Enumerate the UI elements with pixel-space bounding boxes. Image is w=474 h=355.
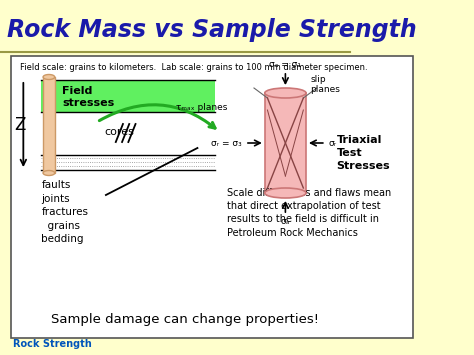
Text: τₘₐₓ planes: τₘₐₓ planes [176, 104, 227, 113]
Text: Sample damage can change properties!: Sample damage can change properties! [51, 313, 319, 326]
Bar [43, 77, 55, 173]
Text: σᵣ: σᵣ [328, 138, 337, 147]
Text: Z: Z [14, 116, 26, 134]
Text: Rock Mass vs Sample Strength: Rock Mass vs Sample Strength [7, 18, 417, 42]
Text: Triaxial
Test
Stresses: Triaxial Test Stresses [337, 135, 390, 171]
Text: Scale differences and flaws mean
that direct extrapolation of test
results to th: Scale differences and flaws mean that di… [227, 188, 392, 237]
Bar [265, 93, 306, 193]
Text: σₐ: σₐ [281, 217, 290, 226]
Text: σᵣ = σ₃: σᵣ = σ₃ [210, 138, 241, 147]
Text: faults
joints
fractures
  grains
bedding: faults joints fractures grains bedding [41, 180, 88, 244]
Text: Field scale: grains to kilometers.  Lab scale: grains to 100 mm diameter specime: Field scale: grains to kilometers. Lab s… [20, 63, 367, 72]
Text: cores: cores [104, 127, 134, 137]
Ellipse shape [265, 188, 306, 198]
Text: Field
stresses: Field stresses [62, 86, 114, 108]
Bar [41, 80, 215, 112]
Ellipse shape [43, 170, 55, 175]
Text: σₐ = σ₁: σₐ = σ₁ [269, 60, 301, 69]
Text: Rock Strength: Rock Strength [13, 339, 92, 349]
Ellipse shape [43, 75, 55, 80]
Bar [11, 56, 413, 338]
Text: slip
planes: slip planes [310, 75, 340, 94]
Ellipse shape [265, 88, 306, 98]
